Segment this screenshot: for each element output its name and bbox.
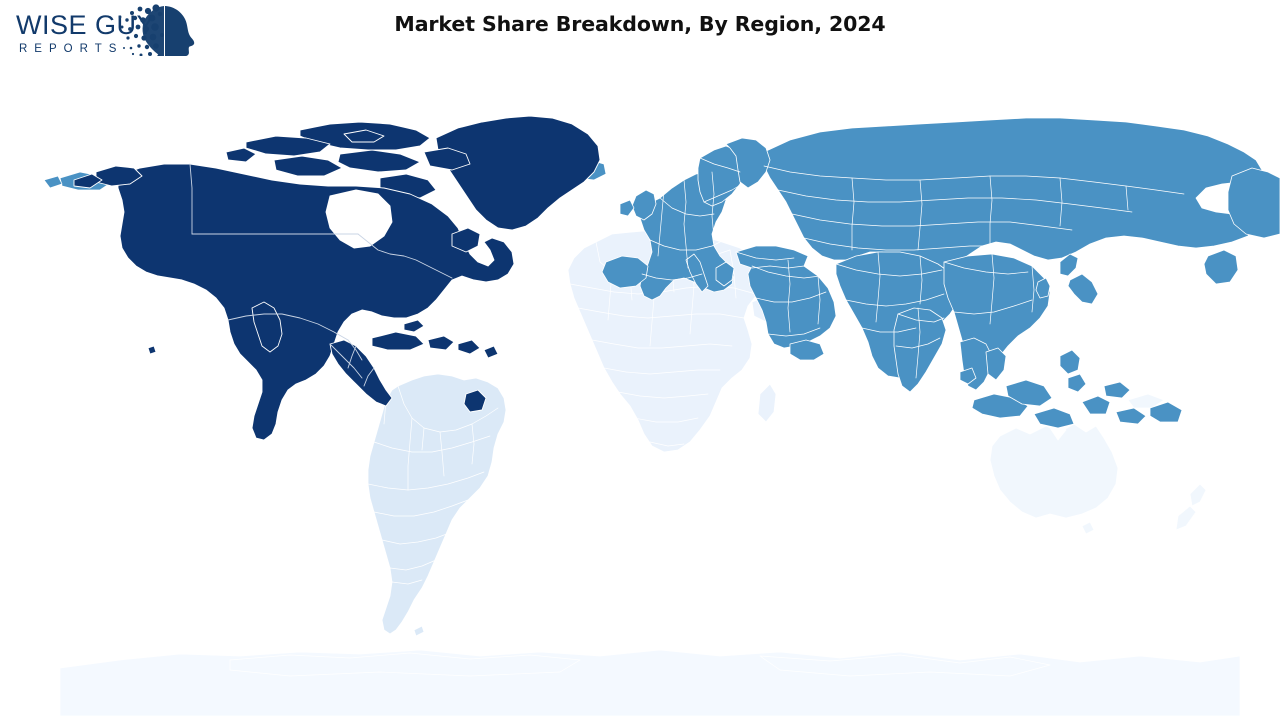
page-title: Market Share Breakdown, By Region, 2024 <box>394 12 886 36</box>
region-eurasia[interactable] <box>43 117 1280 429</box>
logo-line2-text: REPORTS <box>19 43 123 55</box>
map-container <box>0 56 1280 720</box>
dotted-head-profile-icon <box>118 4 195 64</box>
region-oceania[interactable] <box>989 393 1207 535</box>
world-choropleth-map <box>0 56 1280 720</box>
logo-svg: WISE GUY REPORTS <box>16 4 195 64</box>
wise-guy-reports-logo[interactable]: WISE GUY REPORTS <box>8 2 208 64</box>
logo-line1-text: WISE GUY <box>16 10 155 40</box>
logo-wordmark: WISE GUY REPORTS <box>16 10 155 55</box>
region-antarctica[interactable] <box>59 649 1241 717</box>
region-south-america[interactable] <box>367 373 507 637</box>
region-north-america[interactable] <box>73 115 601 441</box>
